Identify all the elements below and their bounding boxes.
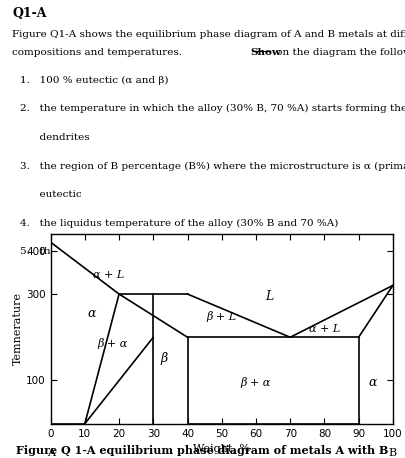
Text: B: B <box>389 448 397 458</box>
Text: 4.   the liquidus temperature of the alloy (30% B and 70 %A): 4. the liquidus temperature of the alloy… <box>20 219 339 228</box>
Text: β + L: β + L <box>207 311 237 322</box>
Text: L: L <box>266 290 274 303</box>
Text: compositions and temperatures.: compositions and temperatures. <box>12 48 185 57</box>
Text: on the diagram the following: on the diagram the following <box>273 48 405 57</box>
Text: α + L: α + L <box>93 270 124 280</box>
Y-axis label: Temnerature: Temnerature <box>13 292 23 365</box>
Text: Q1-A: Q1-A <box>12 7 47 20</box>
Text: Figure Q1-A shows the equilibrium phase diagram of A and B metals at different: Figure Q1-A shows the equilibrium phase … <box>12 30 405 39</box>
Text: β + α: β + α <box>97 338 127 349</box>
Text: 1.   100 % eutectic (α and β): 1. 100 % eutectic (α and β) <box>20 76 169 85</box>
X-axis label: Weight, %: Weight, % <box>193 444 250 454</box>
Text: α: α <box>87 307 96 320</box>
Text: Show: Show <box>250 48 281 57</box>
Text: 3.   the region of B percentage (B%) where the microstructure is α (primary) and: 3. the region of B percentage (B%) where… <box>20 162 405 170</box>
Text: 2.   the temperature in which the alloy (30% B, 70 %A) starts forming the: 2. the temperature in which the alloy (3… <box>20 104 405 113</box>
Text: α + L: α + L <box>309 324 340 334</box>
Text: eutectic: eutectic <box>20 190 82 199</box>
Text: β: β <box>160 352 167 365</box>
Text: A: A <box>47 448 55 458</box>
Text: α: α <box>368 376 377 389</box>
Text: 5.   the solidus temperature of the alloy (70 % B and 30 %A): 5. the solidus temperature of the alloy … <box>20 247 337 256</box>
Text: Figure Q 1-A equilibrium phase diagram of metals A with B: Figure Q 1-A equilibrium phase diagram o… <box>16 445 389 456</box>
Text: β + α: β + α <box>241 377 271 388</box>
Text: dendrites: dendrites <box>20 133 90 142</box>
